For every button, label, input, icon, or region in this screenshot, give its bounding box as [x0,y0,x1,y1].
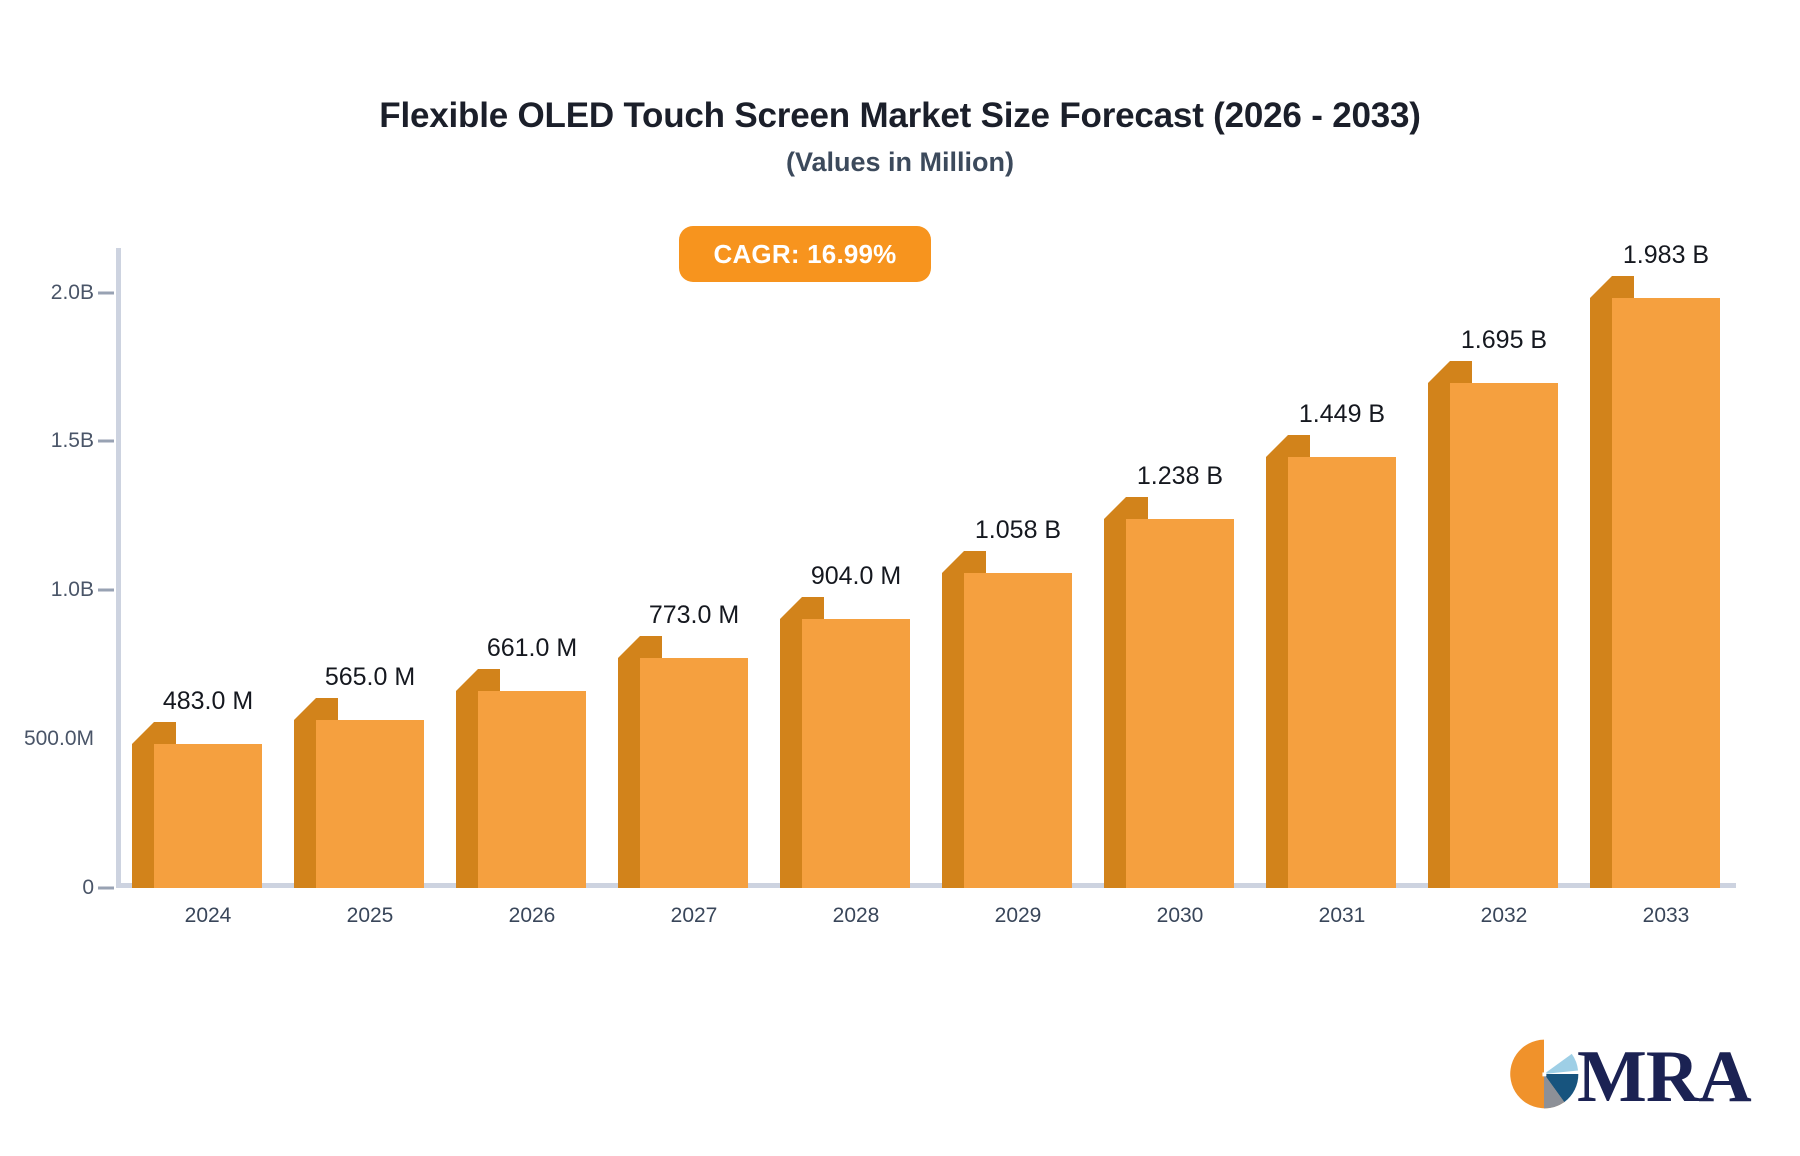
bar-value-label: 1.695 B [1460,326,1548,355]
y-tick-label: 1.5B [50,429,94,453]
bar[interactable] [1104,497,1234,888]
bar-side-face [618,657,640,888]
bar-side-face [1590,297,1612,888]
bar[interactable] [132,722,262,888]
bar-value-label: 1.238 B [1136,462,1224,491]
plot-area: 0 500.0M 1.0B 1.5B 2.0B 483.0 M 565.0 M 661.0 … [24,241,1736,899]
bar-top-bevel [1590,254,1634,298]
bar-side-face [942,573,964,888]
pie-chart-icon [1505,1035,1583,1118]
x-tick-label: 2029 [994,904,1042,927]
x-tick-label: 2033 [1642,904,1690,927]
bar[interactable] [1266,434,1396,888]
bar-top-bevel [456,647,500,692]
bar-front-face [1612,297,1720,888]
bar-side-face [294,719,316,888]
x-tick-label: 2028 [832,904,880,927]
bar[interactable] [456,669,586,888]
bar-front-face [154,744,262,888]
bar-side-face [1428,383,1450,888]
y-tick-label: 2.0B [50,280,94,304]
y-tick-label: 500.0M [23,727,94,751]
bar-side-face [1104,519,1126,888]
logo-wordmark: MRA [1577,1035,1752,1118]
cagr-badge: CAGR: 16.99% [679,226,931,282]
y-tick-label: 0 [82,876,94,899]
bar-value-label: 661.0 M [486,634,578,663]
bar-value-label: 773.0 M [648,600,740,629]
bar-side-face [456,691,478,888]
bar-top-bevel [780,575,824,619]
bar-value-label: 565.0 M [324,662,416,691]
bar[interactable] [942,551,1072,888]
bar[interactable] [1428,361,1558,888]
brand-logo: MRA [1505,1035,1752,1118]
y-tick-mark [98,588,114,592]
bar-front-face [1126,519,1234,888]
bar-value-label: 904.0 M [810,561,902,590]
x-tick-label: 2031 [1318,904,1366,927]
bar-front-face [1450,383,1558,888]
x-tick-label: 2030 [1156,904,1204,927]
x-tick-label: 2025 [346,904,394,927]
bar[interactable] [618,635,748,888]
x-tick-label: 2032 [1480,904,1528,927]
bar-top-bevel [1104,475,1148,520]
y-tick-mark [98,291,114,295]
y-tick-label: 1.0B [50,578,94,602]
bar-side-face [1266,456,1288,888]
bar-top-bevel [942,529,986,574]
bar-side-face [132,744,154,888]
x-tick-label: 2026 [508,904,556,927]
y-axis-line [116,248,121,888]
bar-side-face [780,618,802,888]
bar-top-bevel [1266,413,1310,457]
chart-subtitle: (Values in Million) [785,147,1015,177]
bar-value-label: 1.449 B [1298,399,1386,428]
bar-front-face [1288,456,1396,888]
bar-top-bevel [294,676,338,720]
y-tick-mark [98,439,114,443]
bar[interactable] [780,596,910,888]
bar-value-label: 483.0 M [162,687,254,716]
bar-front-face [964,573,1072,888]
bar-top-bevel [1428,339,1472,384]
bar[interactable] [1590,275,1720,888]
bar-top-bevel [618,614,662,658]
chart-title: Flexible OLED Touch Screen Market Size F… [379,96,1421,135]
bar-value-label: 1.058 B [974,516,1062,545]
bar-front-face [640,657,748,888]
y-tick-mark [98,886,114,890]
x-axis-line [116,883,1736,888]
bar[interactable] [294,697,424,888]
x-tick-label: 2024 [184,904,232,927]
bar-value-label: 1.983 B [1622,240,1710,269]
bar-front-face [802,618,910,888]
bar-top-bevel [132,700,176,745]
bar-front-face [478,691,586,888]
bar-front-face [316,719,424,888]
x-tick-label: 2027 [670,904,718,927]
